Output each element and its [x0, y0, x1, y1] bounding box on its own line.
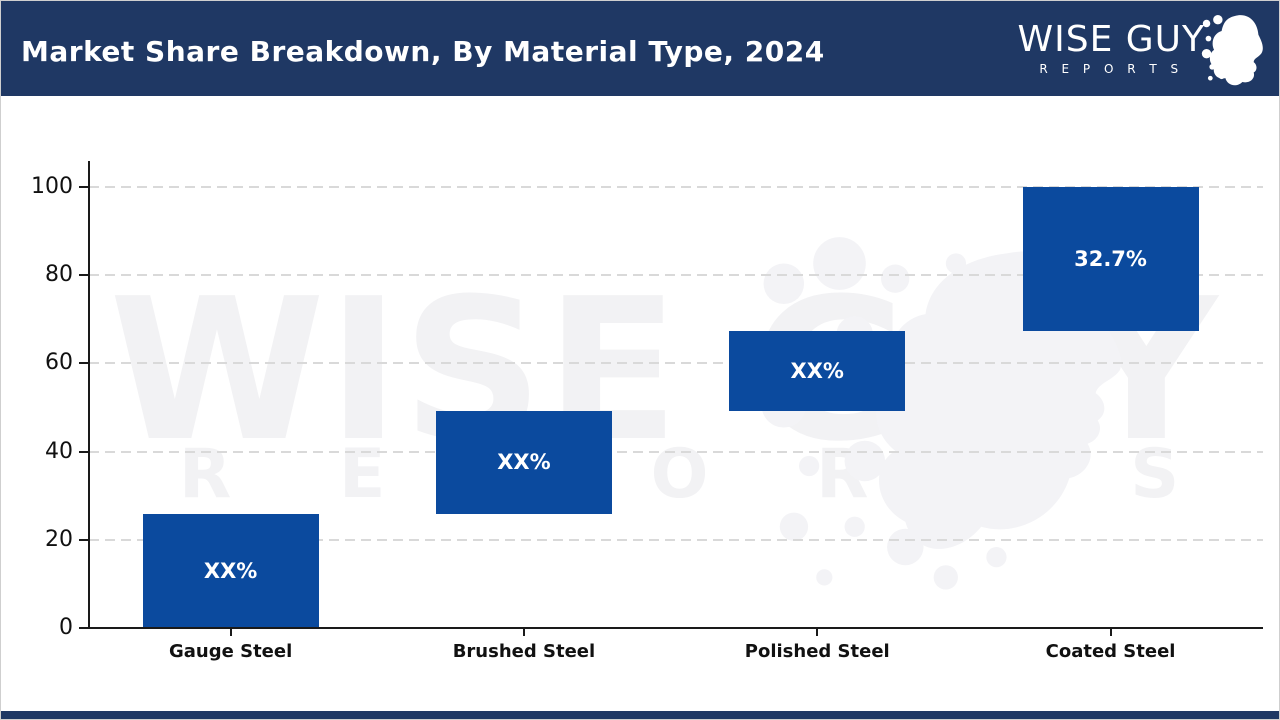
- y-tick-label-20: 20: [45, 526, 73, 552]
- logo-wordmark-line2: R E P O R T S: [1039, 62, 1184, 76]
- bar-polished-steel: XX%: [729, 331, 906, 411]
- y-tick-80: [79, 274, 88, 277]
- gridline-20: [89, 538, 1263, 541]
- y-tick-60: [79, 362, 88, 365]
- y-tick-label-100: 100: [31, 174, 73, 199]
- gridline-100: [89, 186, 1263, 188]
- gridline-40: [89, 450, 1263, 453]
- logo-wordmark: WISE GUY R E P O R T S: [1017, 19, 1206, 77]
- face-dots-icon: [1201, 15, 1263, 86]
- bar-brushed-steel: XX%: [435, 410, 612, 515]
- y-tick-label-80: 80: [45, 262, 73, 288]
- y-tick-label-40: 40: [45, 438, 73, 464]
- header-banner: Market Share Breakdown, By Material Type…: [1, 1, 1279, 96]
- page-title: Market Share Breakdown, By Material Type…: [21, 35, 825, 68]
- x-tick-gauge-steel: [229, 629, 232, 636]
- y-tick-label-60: 60: [45, 350, 73, 376]
- x-tick-coated-steel: [1109, 629, 1112, 636]
- y-tick-label-0: 0: [59, 615, 73, 640]
- bar-coated-steel: 32.7%: [1022, 187, 1199, 332]
- category-label-gauge-steel: Gauge Steel: [169, 641, 293, 662]
- bar-value-label-gauge-steel: XX%: [203, 559, 258, 584]
- footer-bar: [1, 711, 1279, 719]
- bar-value-label-polished-steel: XX%: [790, 358, 844, 383]
- bar-value-label-coated-steel: 32.7%: [1074, 247, 1147, 272]
- category-label-coated-steel: Coated Steel: [1045, 641, 1176, 662]
- y-tick-100: [79, 186, 88, 188]
- x-axis-line: [81, 627, 1263, 629]
- gridline-80: [89, 274, 1263, 277]
- y-tick-40: [79, 450, 88, 453]
- x-tick-polished-steel: [816, 629, 819, 636]
- logo-wordmark-line1: WISE GUY: [1017, 19, 1205, 60]
- gridline-60: [89, 362, 1263, 365]
- y-axis-line: [88, 161, 90, 628]
- brand-logo: WISE GUY R E P O R T S: [1018, 9, 1266, 87]
- category-label-polished-steel: Polished Steel: [744, 641, 890, 662]
- category-label-brushed-steel: Brushed Steel: [452, 641, 596, 662]
- bar-gauge-steel: XX%: [142, 514, 319, 628]
- bar-value-label-brushed-steel: XX%: [497, 450, 551, 475]
- y-tick-20: [79, 538, 88, 541]
- x-tick-brushed-steel: [522, 629, 525, 636]
